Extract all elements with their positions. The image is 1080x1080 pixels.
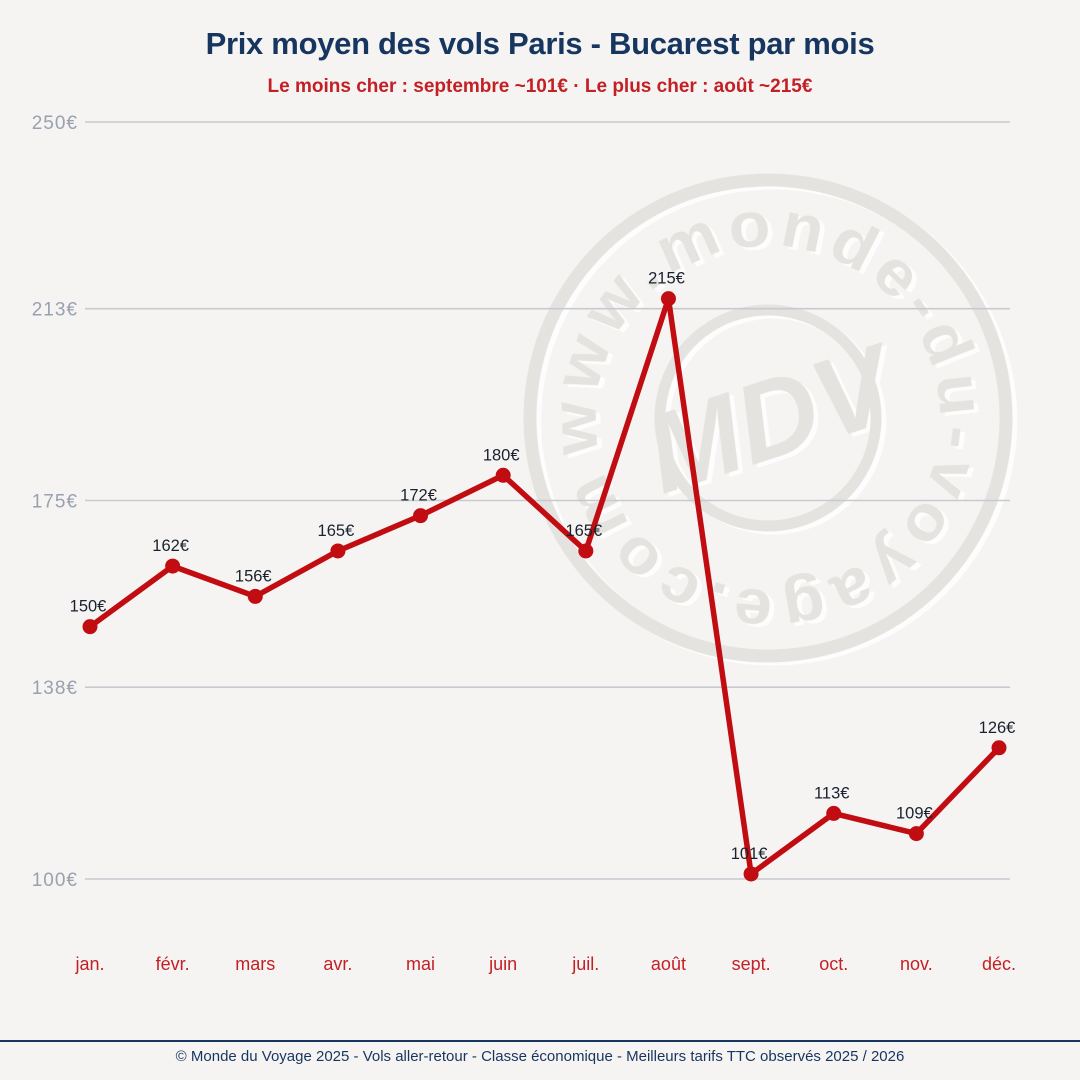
data-point bbox=[578, 543, 594, 559]
data-point-label: 172€ bbox=[400, 487, 437, 505]
watermark-outer-circle bbox=[523, 173, 1013, 663]
data-point-label: 180€ bbox=[483, 446, 520, 464]
data-point bbox=[82, 619, 98, 635]
month-label: oct. bbox=[819, 954, 848, 974]
month-label: mai bbox=[406, 954, 435, 974]
data-point bbox=[495, 467, 511, 483]
data-point-label: 109€ bbox=[896, 805, 933, 823]
month-label: août bbox=[651, 954, 686, 974]
month-label: déc. bbox=[982, 954, 1016, 974]
y-axis-labels: 100€ 138€ 175€ 213€ 250€ bbox=[32, 113, 78, 891]
price-line bbox=[87, 295, 1002, 877]
watermark-inner-circle bbox=[654, 304, 882, 532]
month-label: juin bbox=[488, 954, 517, 974]
data-point bbox=[247, 588, 263, 604]
y-axis-label: 250€ bbox=[32, 113, 78, 134]
price-series bbox=[82, 291, 1007, 882]
data-point bbox=[330, 543, 346, 559]
month-label: jan. bbox=[74, 954, 104, 974]
data-point bbox=[413, 508, 429, 524]
data-point bbox=[743, 866, 759, 882]
footer-divider bbox=[0, 1040, 1080, 1042]
data-point-label: 162€ bbox=[152, 537, 189, 555]
y-axis-label: 213€ bbox=[32, 300, 78, 321]
chart-title: Prix moyen des vols Paris - Bucarest par… bbox=[205, 26, 875, 61]
data-point bbox=[908, 826, 924, 842]
y-axis-label: 100€ bbox=[32, 870, 78, 891]
data-point bbox=[660, 291, 676, 307]
data-point-label: 156€ bbox=[235, 567, 272, 585]
data-point-label: 165€ bbox=[565, 522, 602, 540]
gridlines bbox=[85, 121, 1010, 880]
y-axis-label: 175€ bbox=[32, 492, 78, 513]
data-point-label: 126€ bbox=[979, 719, 1016, 737]
chart-subtitle: Le moins cher : septembre ~101€ · Le plu… bbox=[267, 76, 813, 97]
y-axis-label: 138€ bbox=[32, 678, 78, 699]
data-point-label: 101€ bbox=[731, 845, 768, 863]
data-point-label: 150€ bbox=[70, 598, 107, 616]
footer-text: © Monde du Voyage 2025 - Vols aller-reto… bbox=[175, 1048, 905, 1065]
data-point bbox=[165, 558, 181, 574]
data-point-label: 113€ bbox=[814, 784, 849, 802]
month-label: mars bbox=[235, 954, 275, 974]
data-point bbox=[991, 740, 1007, 756]
data-point-label: 165€ bbox=[318, 522, 355, 540]
data-point-labels: 150€ 162€ 156€ 165€ 172€ 180€ 165€ 215€ 101€ 113€… bbox=[70, 270, 1016, 863]
month-label: févr. bbox=[156, 954, 190, 974]
month-label: juil. bbox=[571, 954, 599, 974]
data-point bbox=[826, 805, 842, 821]
month-label: sept. bbox=[732, 954, 771, 974]
data-point-label: 215€ bbox=[648, 270, 685, 288]
month-label: nov. bbox=[900, 954, 933, 974]
month-label: avr. bbox=[323, 954, 352, 974]
month-labels: jan. févr. mars avr. mai juin juil. août sept. oc… bbox=[74, 954, 1016, 974]
